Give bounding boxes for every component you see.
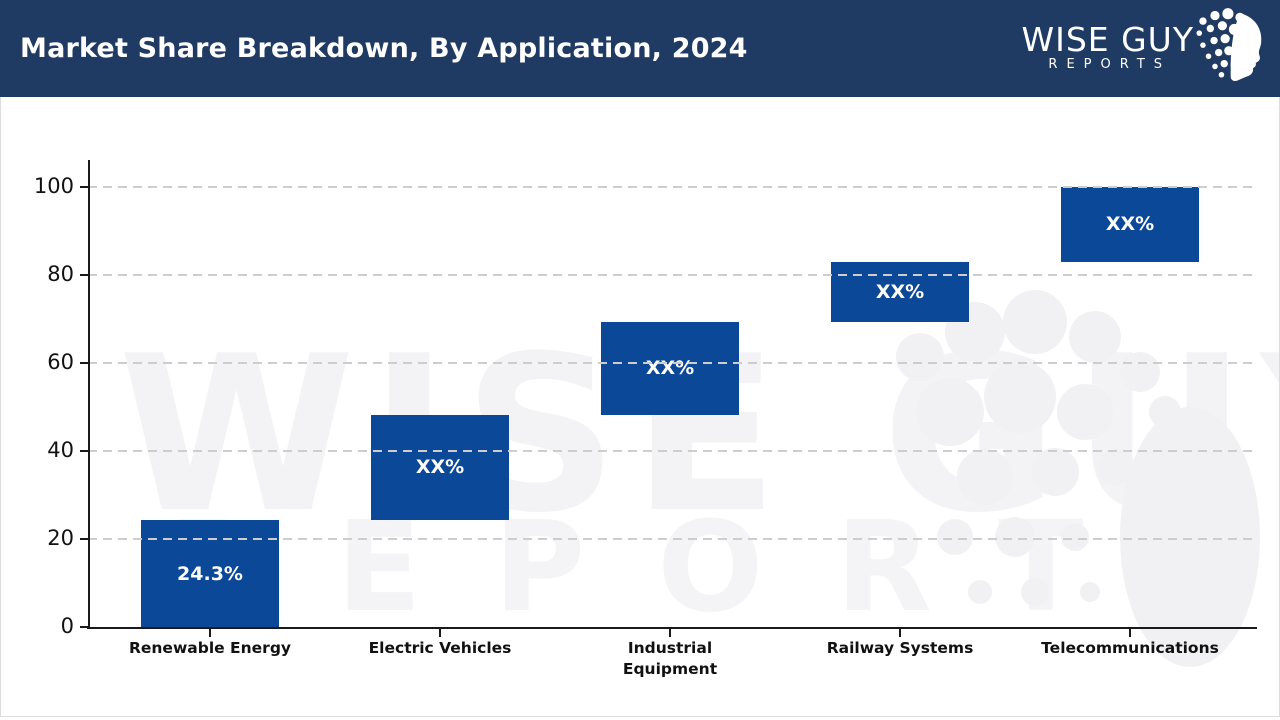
watermark-dotted-head <box>896 290 1260 667</box>
y-tick-100 <box>80 186 88 188</box>
y-tick-label-20: 20 <box>47 526 74 550</box>
bar-4: XX% <box>831 261 969 323</box>
gridline-40 <box>88 450 1257 452</box>
background-watermark: WISE GUY REPORTS <box>0 97 1280 717</box>
category-label-2: Electric Vehicles <box>368 639 512 657</box>
y-tick-60 <box>80 362 88 364</box>
bar-5: XX% <box>1061 187 1199 262</box>
bar-3: XX% <box>601 322 739 415</box>
wise-guy-reports-logo: WISE GUY REPORTS <box>1021 8 1264 86</box>
logo-wordmark: WISE GUY <box>1021 20 1194 60</box>
y-tick-label-80: 80 <box>47 262 74 286</box>
x-tick-3 <box>669 629 671 637</box>
bar-2: XX% <box>371 414 509 521</box>
y-tick-label-100: 100 <box>33 174 74 198</box>
y-tick-label-60: 60 <box>47 350 74 374</box>
x-tick-4 <box>899 629 901 637</box>
gridline-20 <box>88 538 1257 540</box>
bar-value-label: XX% <box>1105 213 1155 236</box>
bar-value-label: 24.3% <box>177 562 243 585</box>
y-tick-0 <box>80 626 88 628</box>
page-title: Market Share Breakdown, By Application, … <box>20 33 748 64</box>
category-label-1: Renewable Energy <box>128 639 292 657</box>
logo-subtitle: REPORTS <box>1048 56 1172 72</box>
bar-value-label: XX% <box>415 456 465 479</box>
y-tick-40 <box>80 450 88 452</box>
gridline-100 <box>88 186 1257 188</box>
gridline-80 <box>88 274 1257 276</box>
y-tick-20 <box>80 538 88 540</box>
category-label-4: Railway Systems <box>826 639 974 657</box>
category-label-5: Telecommunications <box>1041 639 1219 657</box>
y-tick-80 <box>80 274 88 276</box>
x-tick-1 <box>209 629 211 637</box>
bar-value-label: XX% <box>645 357 695 380</box>
bar-1: 24.3% <box>141 520 279 627</box>
x-axis-line <box>87 627 1257 629</box>
y-tick-label-0: 0 <box>60 614 74 638</box>
header-band: Market Share Breakdown, By Application, … <box>0 0 1280 97</box>
y-tick-label-40: 40 <box>47 438 74 462</box>
x-tick-2 <box>439 629 441 637</box>
watermark-subtitle: REPORTS <box>168 495 1280 640</box>
gridline-60 <box>88 362 1257 364</box>
logo-text: WISE GUY REPORTS <box>1021 23 1194 71</box>
y-axis-line <box>88 160 90 629</box>
dotted-head-icon <box>1196 8 1262 82</box>
category-label-3: Industrial Equipment <box>622 639 718 678</box>
bar-value-label: XX% <box>875 280 925 303</box>
x-tick-5 <box>1129 629 1131 637</box>
